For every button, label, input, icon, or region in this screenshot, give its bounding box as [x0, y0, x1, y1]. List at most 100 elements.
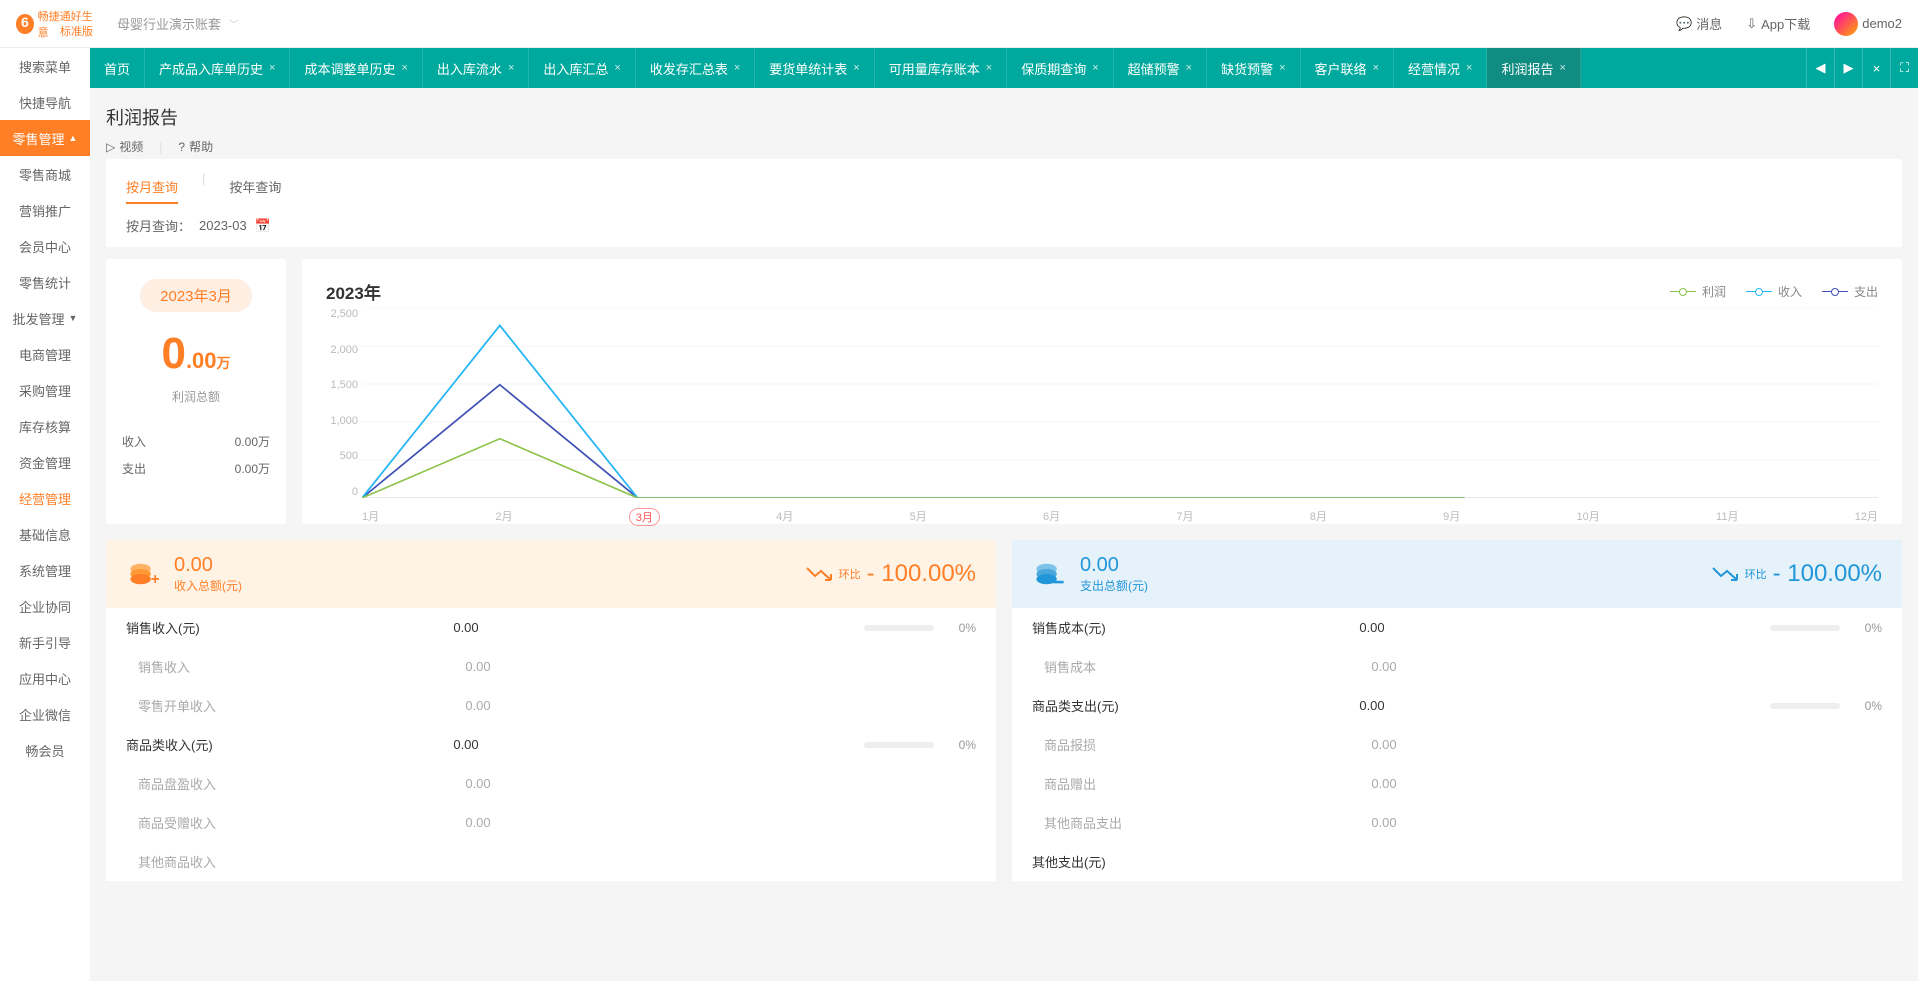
chart-legend: 利润 收入 支出	[1670, 283, 1878, 300]
query-card: 按月查询 | 按年查询 按月查询： 2023-03 📅	[106, 159, 1902, 247]
trend-chart: 2,5002,0001,5001,0005000 1月2月3月4月5月6月7月8…	[362, 308, 1878, 508]
sidebar-item-17[interactable]: 应用中心	[0, 660, 90, 696]
close-icon[interactable]: ×	[1373, 62, 1379, 74]
expense-mini-row: 支出0.00万	[122, 460, 270, 477]
tab-control-3[interactable]: ⛶	[1890, 48, 1918, 88]
help-link[interactable]: ? 帮助	[178, 138, 213, 155]
tab-8[interactable]: 保质期查询×	[1007, 48, 1113, 88]
tab-13[interactable]: 利润报告×	[1487, 48, 1580, 88]
income-trend-label: 环比	[839, 566, 861, 582]
sidebar-item-8[interactable]: 电商管理	[0, 336, 90, 372]
close-icon[interactable]: ×	[1559, 62, 1565, 74]
query-label: 按月查询：	[126, 216, 191, 235]
sidebar-item-1[interactable]: 快捷导航	[0, 84, 90, 120]
sidebar-item-10[interactable]: 库存核算	[0, 408, 90, 444]
tab-0[interactable]: 首页	[90, 48, 145, 88]
expense-panel-head: 0.00 支出总额(元) 环比 - 100.00%	[1012, 540, 1902, 608]
close-icon[interactable]: ×	[1186, 62, 1192, 74]
close-icon[interactable]: ×	[1092, 62, 1098, 74]
top-header: 畅捷通好生意 标准版 母婴行业演示账套 ﹀ 💬 消息 ⇩ App下载 demo2	[0, 0, 1918, 48]
expense-icon	[1032, 556, 1068, 592]
tab-1[interactable]: 产成品入库单历史×	[145, 48, 290, 88]
sidebar-item-16[interactable]: 新手引导	[0, 624, 90, 660]
profit-total-label: 利润总额	[172, 388, 220, 405]
close-icon[interactable]: ×	[853, 62, 859, 74]
tab-11[interactable]: 客户联络×	[1301, 48, 1394, 88]
sidebar-item-13[interactable]: 基础信息	[0, 516, 90, 552]
sidebar-item-19[interactable]: 畅会员	[0, 732, 90, 768]
messages-link[interactable]: 💬 消息	[1676, 14, 1722, 33]
data-row: 零售开单收入0.00	[106, 686, 996, 725]
sidebar-item-12[interactable]: 经营管理	[0, 480, 90, 516]
chart-title: 2023年	[326, 279, 381, 304]
close-icon[interactable]: ×	[986, 62, 992, 74]
tab-12[interactable]: 经营情况×	[1394, 48, 1487, 88]
tab-10[interactable]: 缺货预警×	[1207, 48, 1300, 88]
income-icon: +	[126, 556, 162, 592]
query-date[interactable]: 2023-03	[199, 218, 247, 233]
tab-9[interactable]: 超储预警×	[1114, 48, 1207, 88]
expense-panel: 0.00 支出总额(元) 环比 - 100.00% 销售成本(元)0.000%销…	[1012, 540, 1902, 881]
video-link[interactable]: ▷ 视频	[106, 138, 143, 155]
legend-item[interactable]: 支出	[1822, 283, 1878, 300]
sidebar-item-0[interactable]: 搜索菜单	[0, 48, 90, 84]
close-icon[interactable]: ×	[508, 62, 514, 74]
tab-4[interactable]: 出入库汇总×	[529, 48, 635, 88]
data-row: 其他商品支出0.00	[1012, 803, 1902, 842]
data-row: 销售成本0.00	[1012, 647, 1902, 686]
data-row: 商品受赠收入0.00	[106, 803, 996, 842]
sidebar-item-2[interactable]: 零售管理▲	[0, 120, 90, 156]
account-selector[interactable]: 母婴行业演示账套 ﹀	[117, 14, 1676, 33]
close-icon[interactable]: ×	[269, 62, 275, 74]
close-icon[interactable]: ×	[1279, 62, 1285, 74]
trend-down-icon	[805, 564, 833, 584]
legend-item[interactable]: 收入	[1746, 283, 1802, 300]
income-total-value: 0.00	[174, 554, 805, 577]
month-pill: 2023年3月	[140, 279, 252, 312]
data-row: 销售收入0.00	[106, 647, 996, 686]
calendar-icon[interactable]: 📅	[255, 218, 271, 234]
tab-6[interactable]: 要货单统计表×	[755, 48, 874, 88]
data-row: 商品类支出(元)0.000%	[1012, 686, 1902, 725]
tab-control-1[interactable]: ▶	[1834, 48, 1862, 88]
sidebar-item-6[interactable]: 零售统计	[0, 264, 90, 300]
close-icon[interactable]: ×	[734, 62, 740, 74]
sidebar-item-7[interactable]: 批发管理▼	[0, 300, 90, 336]
expense-total-value: 0.00	[1080, 554, 1711, 577]
sidebar-item-3[interactable]: 零售商城	[0, 156, 90, 192]
page-title: 利润报告	[106, 104, 1902, 130]
data-row: 其他支出(元)	[1012, 842, 1902, 881]
tab-5[interactable]: 收发存汇总表×	[636, 48, 755, 88]
close-icon[interactable]: ×	[1466, 62, 1472, 74]
query-tab-year[interactable]: 按年查询	[229, 171, 281, 202]
sidebar-item-15[interactable]: 企业协同	[0, 588, 90, 624]
legend-item[interactable]: 利润	[1670, 283, 1726, 300]
tab-2[interactable]: 成本调整单历史×	[290, 48, 422, 88]
app-download-link[interactable]: ⇩ App下载	[1746, 14, 1810, 33]
data-row: 商品赠出0.00	[1012, 764, 1902, 803]
sidebar-item-5[interactable]: 会员中心	[0, 228, 90, 264]
tab-control-2[interactable]: ×	[1862, 48, 1890, 88]
svg-text:+: +	[151, 571, 160, 588]
sidebar-item-11[interactable]: 资金管理	[0, 444, 90, 480]
query-tab-month[interactable]: 按月查询	[126, 171, 178, 202]
close-icon[interactable]: ×	[401, 62, 407, 74]
sidebar-item-4[interactable]: 营销推广	[0, 192, 90, 228]
trend-chart-card: 2023年 利润 收入 支出 2,5002,0001,5001,0005000 1月…	[302, 259, 1902, 524]
sidebar-item-9[interactable]: 采购管理	[0, 372, 90, 408]
sidebar-item-14[interactable]: 系统管理	[0, 552, 90, 588]
data-row: 商品盘盈收入0.00	[106, 764, 996, 803]
chevron-down-icon: ﹀	[229, 16, 239, 31]
close-icon[interactable]: ×	[614, 62, 620, 74]
expense-trend-label: 环比	[1745, 566, 1767, 582]
tab-control-0[interactable]: ◀	[1806, 48, 1834, 88]
tab-3[interactable]: 出入库流水×	[423, 48, 529, 88]
tab-7[interactable]: 可用量库存账本×	[875, 48, 1007, 88]
sidebar-item-18[interactable]: 企业微信	[0, 696, 90, 732]
data-row: 销售成本(元)0.000%	[1012, 608, 1902, 647]
income-mini-row: 收入0.00万	[122, 433, 270, 450]
profit-total-value: 0.00万	[161, 332, 230, 376]
income-panel: + 0.00 收入总额(元) 环比 - 100.00%	[106, 540, 996, 881]
data-row: 商品报损0.00	[1012, 725, 1902, 764]
user-menu[interactable]: demo2	[1834, 12, 1902, 36]
